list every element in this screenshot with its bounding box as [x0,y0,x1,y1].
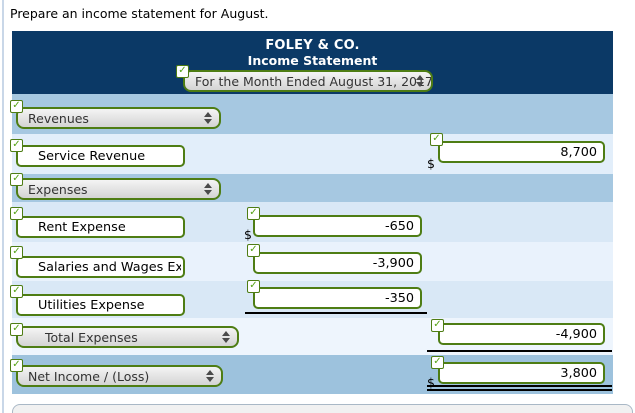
expenses-subtotal-rule [245,312,427,314]
row-service-revenue: ✓ ✓ $ [10,133,613,174]
revenues-select[interactable]: Revenues [16,107,221,129]
updown-arrows-icon [204,183,212,195]
row-salaries-expense: ✓ ✓ [10,242,613,281]
net-income-select-label: Net Income / (Loss) [28,368,150,384]
salaries-name-checkbox[interactable]: ✓ [10,246,23,259]
period-select[interactable]: For the Month Ended August 31, 2017 [183,70,433,92]
check-icon: ✓ [12,207,21,218]
updown-arrows-icon [222,331,230,343]
expenses-select-label: Expenses [28,181,88,197]
dollar-sign: $ [244,227,252,242]
service-revenue-amount-checkbox[interactable]: ✓ [430,133,443,146]
salaries-amount-input[interactable] [253,252,422,274]
rent-name-checkbox[interactable]: ✓ [10,207,23,220]
bottom-panel [12,404,633,413]
row-expenses: ✓ Expenses [10,173,613,202]
check-icon: ✓ [249,207,258,218]
updown-arrows-icon [206,370,214,382]
row-revenues: ✓ Revenues [10,94,613,134]
revenues-checkbox[interactable]: ✓ [10,100,23,113]
statement-header: FOLEY & CO. Income Statement ✓ For the M… [12,31,613,94]
service-revenue-amount-input[interactable] [438,141,605,163]
net-income-double-rule [427,385,612,391]
expenses-checkbox[interactable]: ✓ [10,173,23,186]
utilities-amount-checkbox[interactable]: ✓ [247,280,260,293]
rent-amount-checkbox[interactable]: ✓ [247,207,260,220]
salaries-name-input[interactable] [16,256,185,278]
updown-arrows-icon [416,75,424,87]
total-expenses-select-label: Total Expenses [45,329,138,345]
statement-title: Income Statement [247,53,378,68]
check-icon: ✓ [249,244,258,255]
check-icon: ✓ [12,246,21,257]
dollar-sign: $ [427,156,435,171]
check-icon: ✓ [432,133,441,144]
total-expenses-amount-checkbox[interactable]: ✓ [431,319,444,332]
updown-arrows-icon [204,112,212,124]
total-rule [427,350,612,352]
service-revenue-name-input[interactable] [16,145,185,167]
company-name: FOLEY & CO. [265,38,360,53]
check-icon: ✓ [12,100,21,111]
expenses-select[interactable]: Expenses [16,178,221,200]
check-icon: ✓ [433,356,442,367]
net-income-select[interactable]: Net Income / (Loss) [16,365,223,387]
row-net-income: ✓ Net Income / (Loss) ✓ $ [10,355,613,394]
total-expenses-checkbox[interactable]: ✓ [10,323,23,336]
period-checkbox[interactable]: ✓ [176,65,189,78]
net-income-amount-input[interactable] [438,362,605,384]
rent-amount-input[interactable] [253,215,422,237]
rent-name-input[interactable] [16,216,185,238]
check-icon: ✓ [12,139,21,150]
page-left-border [2,0,4,413]
net-income-amount-checkbox[interactable]: ✓ [431,356,444,369]
instruction-text: Prepare an income statement for August. [10,6,269,21]
utilities-amount-input[interactable] [253,287,422,309]
row-utilities-expense: ✓ ✓ [10,280,613,318]
period-select-label: For the Month Ended August 31, 2017 [195,73,431,89]
check-icon: ✓ [249,280,258,291]
salaries-amount-checkbox[interactable]: ✓ [247,244,260,257]
utilities-name-checkbox[interactable]: ✓ [10,285,23,298]
utilities-name-input[interactable] [16,294,185,316]
check-icon: ✓ [12,285,21,296]
net-income-checkbox[interactable]: ✓ [10,359,23,372]
row-rent-expense: ✓ ✓ $ [10,202,613,242]
dollar-sign: $ [427,375,435,390]
income-statement-table: FOLEY & CO. Income Statement ✓ For the M… [10,31,613,394]
check-icon: ✓ [12,323,21,334]
row-total-expenses: ✓ Total Expenses ✓ [10,318,613,355]
service-revenue-name-checkbox[interactable]: ✓ [10,139,23,152]
total-expenses-select[interactable]: Total Expenses [16,326,239,348]
revenues-select-label: Revenues [28,110,89,126]
check-icon: ✓ [12,173,21,184]
check-icon: ✓ [178,65,187,76]
check-icon: ✓ [433,319,442,330]
check-icon: ✓ [12,359,21,370]
total-expenses-amount-input[interactable] [438,323,605,345]
